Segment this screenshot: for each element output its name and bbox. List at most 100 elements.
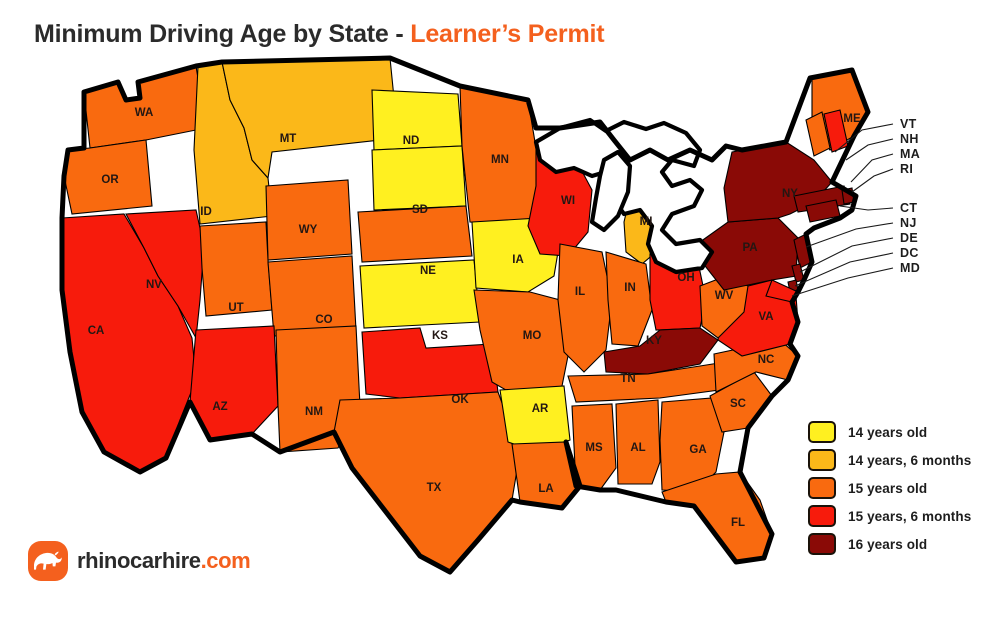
leader-line-vt: [834, 123, 894, 153]
legend-label-1: 14 years, 6 months: [848, 452, 972, 468]
state-label-al: AL: [630, 442, 645, 454]
legend-swatch-1: [808, 449, 836, 471]
state-label-pa: PA: [742, 242, 757, 254]
state-label-nc: NC: [758, 354, 775, 366]
state-label-nv: NV: [146, 279, 162, 291]
legend-swatch-0: [808, 421, 836, 443]
state-label-mo: MO: [523, 330, 542, 342]
state-label-sc: SC: [730, 398, 746, 410]
legend-swatch-2: [808, 477, 836, 499]
legend-row-3[interactable]: 15 years, 6 months: [808, 502, 971, 530]
legend-row-2[interactable]: 15 years old: [808, 474, 971, 502]
state-label-wv: WV: [715, 290, 734, 302]
state-label-fl: FL: [731, 517, 745, 529]
legend-swatch-4: [808, 533, 836, 555]
logo-tld: .com: [200, 548, 251, 573]
state-sd[interactable]: [371, 145, 467, 211]
state-label-ky: KY: [646, 335, 662, 347]
brand-logo[interactable]: rhinocarhire.com: [28, 541, 251, 581]
state-label-tn: TN: [620, 373, 635, 385]
legend-label-3: 15 years, 6 months: [848, 508, 972, 524]
state-label-ks: KS: [432, 330, 448, 342]
state-label-ia: IA: [512, 254, 524, 266]
state-label-oh: OH: [677, 272, 694, 284]
legend-label-2: 15 years old: [848, 480, 928, 496]
state-label-la: LA: [538, 483, 553, 495]
logo-wordmark: rhinocarhire.com: [77, 548, 251, 574]
callout-label-nj: NJ: [900, 216, 917, 230]
state-il[interactable]: [557, 243, 613, 373]
state-label-co: CO: [315, 314, 332, 326]
callout-label-ma: MA: [900, 147, 921, 161]
lake-michigan-shape: [589, 149, 633, 233]
state-label-ny: NY: [782, 188, 798, 200]
callout-label-vt: VT: [900, 117, 917, 131]
state-co[interactable]: [267, 255, 357, 337]
rhino-icon: [28, 541, 68, 581]
callout-label-md: MD: [900, 261, 921, 275]
country-outline-group: [59, 55, 871, 575]
callout-label-nh: NH: [900, 132, 919, 146]
state-label-mt: MT: [280, 133, 297, 145]
state-label-wi: WI: [561, 195, 575, 207]
state-ok[interactable]: [361, 327, 499, 399]
state-label-wa: WA: [135, 107, 154, 119]
state-label-az: AZ: [212, 401, 227, 413]
state-label-ar: AR: [532, 403, 549, 415]
leader-line-ct: [839, 205, 894, 211]
callout-label-ri: RI: [900, 162, 914, 176]
state-label-mi: MI: [640, 216, 653, 228]
callout-leader-lines: [791, 123, 894, 297]
state-label-ca: CA: [88, 325, 105, 337]
state-label-mn: MN: [491, 154, 509, 166]
state-label-tx: TX: [427, 482, 442, 494]
legend-row-0[interactable]: 14 years old: [808, 418, 971, 446]
state-label-sd: SD: [412, 204, 428, 216]
page-title: Minimum Driving Age by State - Learner’s…: [34, 20, 605, 49]
state-label-va: VA: [758, 311, 773, 323]
state-label-ok: OK: [451, 394, 469, 406]
leader-line-de: [799, 237, 894, 273]
page-title-accent: Learner’s Permit: [410, 20, 605, 48]
state-in[interactable]: [605, 251, 653, 347]
state-label-wy: WY: [299, 224, 318, 236]
callout-label-dc: DC: [900, 246, 919, 260]
legend-swatch-3: [808, 505, 836, 527]
state-label-id: ID: [200, 206, 212, 218]
state-wy[interactable]: [265, 179, 353, 261]
page-title-main: Minimum Driving Age by State -: [34, 20, 411, 48]
state-label-ut: UT: [228, 302, 243, 314]
states-group: [61, 57, 869, 573]
state-labels-group: WA OR CA NV ID MT WY UT CO AZ NM ND SD NE KS OK TX MN IA MO…: [88, 107, 861, 529]
leader-line-ri: [851, 168, 894, 193]
leader-line-dc: [794, 252, 894, 287]
state-label-or: OR: [101, 174, 119, 186]
callout-label-de: DE: [900, 231, 918, 245]
state-label-ms: MS: [585, 442, 603, 454]
state-label-ne: NE: [420, 265, 436, 277]
leader-line-nh: [845, 138, 894, 161]
state-label-nd: ND: [403, 135, 420, 147]
legend-row-4[interactable]: 16 years old: [808, 530, 971, 558]
legend-label-4: 16 years old: [848, 536, 928, 552]
state-label-nm: NM: [305, 406, 323, 418]
leader-line-ma: [850, 153, 894, 183]
state-vt[interactable]: [805, 111, 831, 157]
legend-row-1[interactable]: 14 years, 6 months: [808, 446, 971, 474]
state-label-il: IL: [575, 286, 585, 298]
state-label-in: IN: [624, 282, 636, 294]
state-label-me: ME: [843, 113, 861, 125]
state-al[interactable]: [615, 399, 661, 485]
state-ne[interactable]: [357, 205, 473, 263]
legend-label-0: 14 years old: [848, 424, 928, 440]
state-label-ga: GA: [689, 444, 706, 456]
country-outline: [59, 55, 871, 575]
leader-line-md: [791, 267, 894, 297]
state-mt[interactable]: [221, 57, 399, 180]
logo-name: rhinocarhire: [77, 548, 201, 573]
leader-line-nj: [805, 222, 894, 248]
callout-label-ct: CT: [900, 201, 918, 215]
legend: 14 years old 14 years, 6 months 15 years o…: [808, 418, 971, 558]
